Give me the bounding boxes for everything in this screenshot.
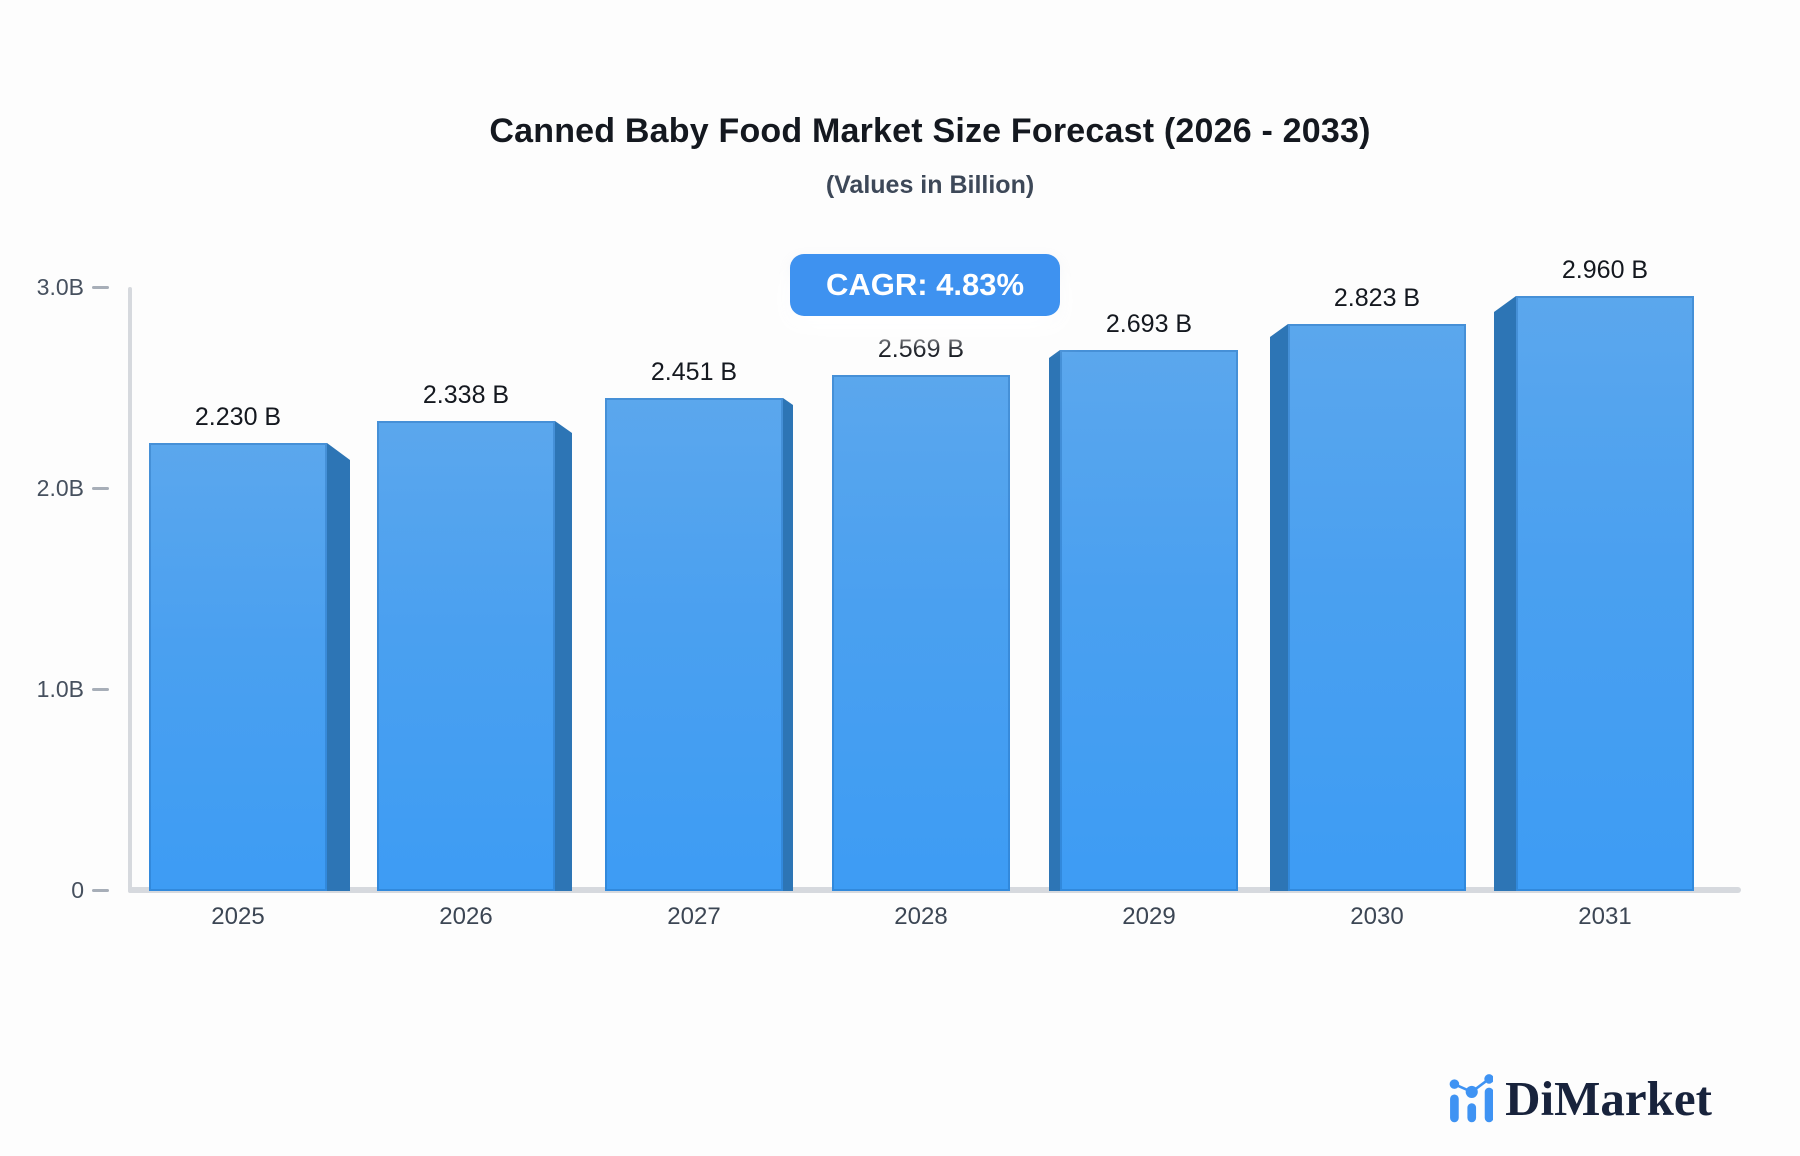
bar-2026 xyxy=(377,421,555,891)
bar-value-label-2028: 2.569 B xyxy=(877,335,965,363)
brand-logo: DiMarket xyxy=(1447,1072,1712,1124)
bar-value-label-2031: 2.960 B xyxy=(1561,256,1649,284)
bar-2030-side-face xyxy=(1270,324,1288,891)
x-tick-label-2030: 2030 xyxy=(1350,903,1404,930)
bar-2029 xyxy=(1060,350,1238,891)
y-tick-mark xyxy=(92,286,109,289)
bar-value-label-2029: 2.693 B xyxy=(1105,310,1193,338)
chart-subtitle: (Values in Billion) xyxy=(825,171,1035,199)
bar-2031 xyxy=(1516,296,1694,891)
bar-value-label-2027: 2.451 B xyxy=(650,358,738,386)
bar-2029-side-face xyxy=(1049,350,1060,891)
bar-2025 xyxy=(149,443,327,891)
y-tick-label: 0 xyxy=(71,877,84,903)
brand-name: DiMarket xyxy=(1505,1070,1712,1126)
bar-value-label-2030: 2.823 B xyxy=(1333,284,1421,312)
cagr-badge-label: CAGR: 4.83% xyxy=(825,267,1025,302)
bar-2031-side-face xyxy=(1494,296,1516,891)
y-tick-label: 2.0B xyxy=(36,475,84,501)
bar-2025-side-face xyxy=(327,443,350,891)
cagr-badge: CAGR: 4.83% xyxy=(790,254,1060,316)
x-tick-label-2026: 2026 xyxy=(439,903,493,930)
x-tick-label-2031: 2031 xyxy=(1578,903,1632,930)
mini-bar-line-chart-icon xyxy=(1449,1074,1494,1123)
bar-2027-side-face xyxy=(783,398,793,891)
bar-2030 xyxy=(1288,324,1466,891)
x-tick-label-2029: 2029 xyxy=(1122,903,1176,930)
x-tick-label-2025: 2025 xyxy=(211,903,265,930)
bar-2028 xyxy=(832,375,1010,891)
y-tick-mark xyxy=(92,889,109,892)
y-tick-label: 1.0B xyxy=(36,676,84,702)
y-tick-mark xyxy=(92,688,109,691)
bar-value-label-2025: 2.230 B xyxy=(194,403,282,431)
y-axis-line xyxy=(128,287,132,893)
x-tick-label-2027: 2027 xyxy=(667,903,721,930)
chart-title: Canned Baby Food Market Size Forecast (2… xyxy=(489,112,1371,150)
bar-2027 xyxy=(605,398,783,891)
y-tick-label: 3.0B xyxy=(36,274,84,300)
bar-value-label-2026: 2.338 B xyxy=(422,381,510,409)
y-tick-mark xyxy=(92,487,109,490)
x-tick-label-2028: 2028 xyxy=(894,903,948,930)
bar-2026-side-face xyxy=(555,421,572,891)
